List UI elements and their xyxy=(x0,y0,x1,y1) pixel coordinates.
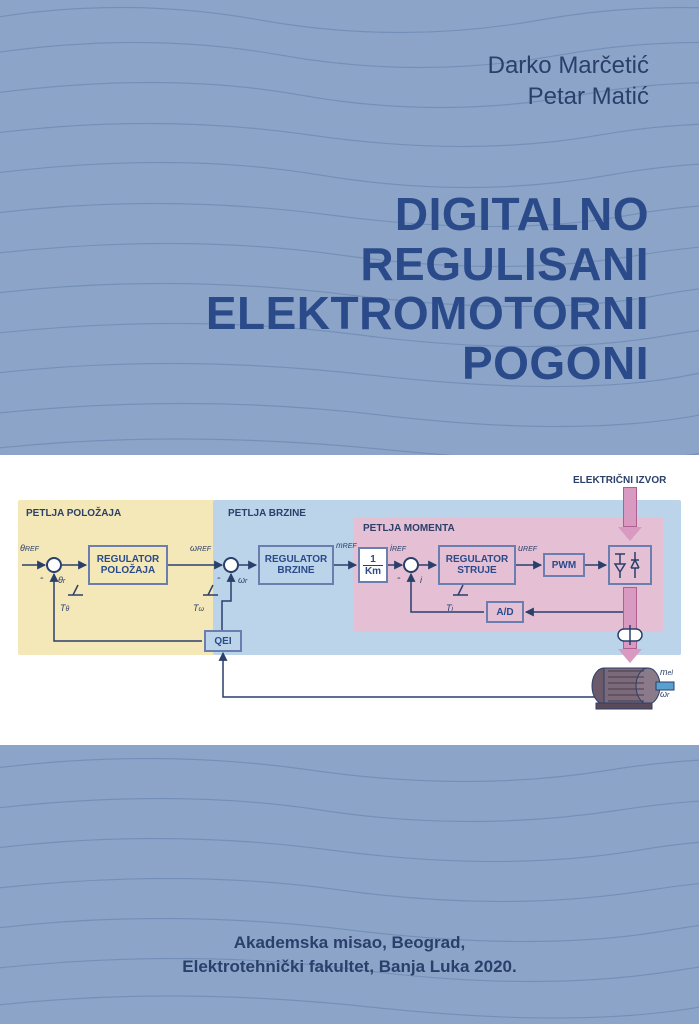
block-pwm-label: PWM xyxy=(552,560,576,571)
sig-t-i: Ti xyxy=(446,603,453,613)
publisher-info: Akademska misao, Beograd, Elektrotehničk… xyxy=(0,931,699,979)
control-block-diagram: ELEKTRIČNI IZVOR PETLJA POLOŽAJA PETLJA … xyxy=(18,475,681,725)
title-line-1: DIGITALNO xyxy=(206,190,649,240)
sig-u-ref: uREF xyxy=(518,543,537,553)
block-ad: A/D xyxy=(486,601,524,623)
title-line-4: POGONI xyxy=(206,339,649,389)
author-2: Petar Matić xyxy=(488,81,649,112)
sum-current xyxy=(403,557,419,573)
block-reg-position-label: REGULATOR POLOŽAJA xyxy=(97,554,159,576)
block-km: 1 Km xyxy=(358,547,388,583)
inverter-icon xyxy=(613,550,647,580)
book-title: DIGITALNO REGULISANI ELEKTROMOTORNI POGO… xyxy=(206,190,649,389)
block-reg-current-label: REGULATOR STRUJE xyxy=(446,554,508,576)
authors: Darko Marčetić Petar Matić xyxy=(488,50,649,112)
block-reg-speed: REGULATOR BRZINE xyxy=(258,545,334,585)
block-inverter xyxy=(608,545,652,585)
sum-position xyxy=(46,557,62,573)
sig-omega-r: ωr xyxy=(238,575,247,585)
publisher-line-2: Elektrotehnički fakultet, Banja Luka 202… xyxy=(0,955,699,979)
sum-speed xyxy=(223,557,239,573)
sig-theta-ref: θREF xyxy=(20,543,39,553)
speed-loop-label: PETLJA BRZINE xyxy=(228,508,306,519)
coupling-icon xyxy=(614,625,646,645)
source-arrow-icon xyxy=(618,487,642,541)
title-line-3: ELEKTROMOTORNI xyxy=(206,289,649,339)
block-reg-speed-label: REGULATOR BRZINE xyxy=(265,554,327,576)
title-line-2: REGULISANI xyxy=(206,240,649,290)
external-source-label: ELEKTRIČNI IZVOR xyxy=(573,475,666,486)
torque-loop-label: PETLJA MOMENTA xyxy=(363,523,455,534)
block-qei: QEI xyxy=(204,630,242,652)
cover-top: Darko Marčetić Petar Matić DIGITALNO REG… xyxy=(0,0,699,455)
sig-omega-ref: ωREF xyxy=(190,543,211,553)
sig-t-theta: Tθ xyxy=(60,603,69,613)
sig-t-omega: Tω xyxy=(193,603,204,613)
block-reg-current: REGULATOR STRUJE xyxy=(438,545,516,585)
position-loop-label: PETLJA POLOŽAJA xyxy=(26,508,121,519)
block-pwm: PWM xyxy=(543,553,585,577)
sig-theta-r: θr xyxy=(58,575,65,585)
cover-bottom xyxy=(0,745,699,1024)
wave-pattern-bottom xyxy=(0,745,699,1024)
sig-i-ref: iREF xyxy=(390,543,406,553)
author-1: Darko Marčetić xyxy=(488,50,649,81)
motor-icon xyxy=(586,661,676,711)
block-km-bot: Km xyxy=(365,566,381,577)
sig-m-ref: mREF xyxy=(336,541,357,550)
publisher-line-1: Akademska misao, Beograd, xyxy=(0,931,699,955)
block-reg-position: REGULATOR POLOŽAJA xyxy=(88,545,168,585)
sig-i: i xyxy=(420,575,422,585)
block-qei-label: QEI xyxy=(214,636,231,647)
block-km-top: 1 xyxy=(370,554,376,565)
block-ad-label: A/D xyxy=(496,607,513,618)
